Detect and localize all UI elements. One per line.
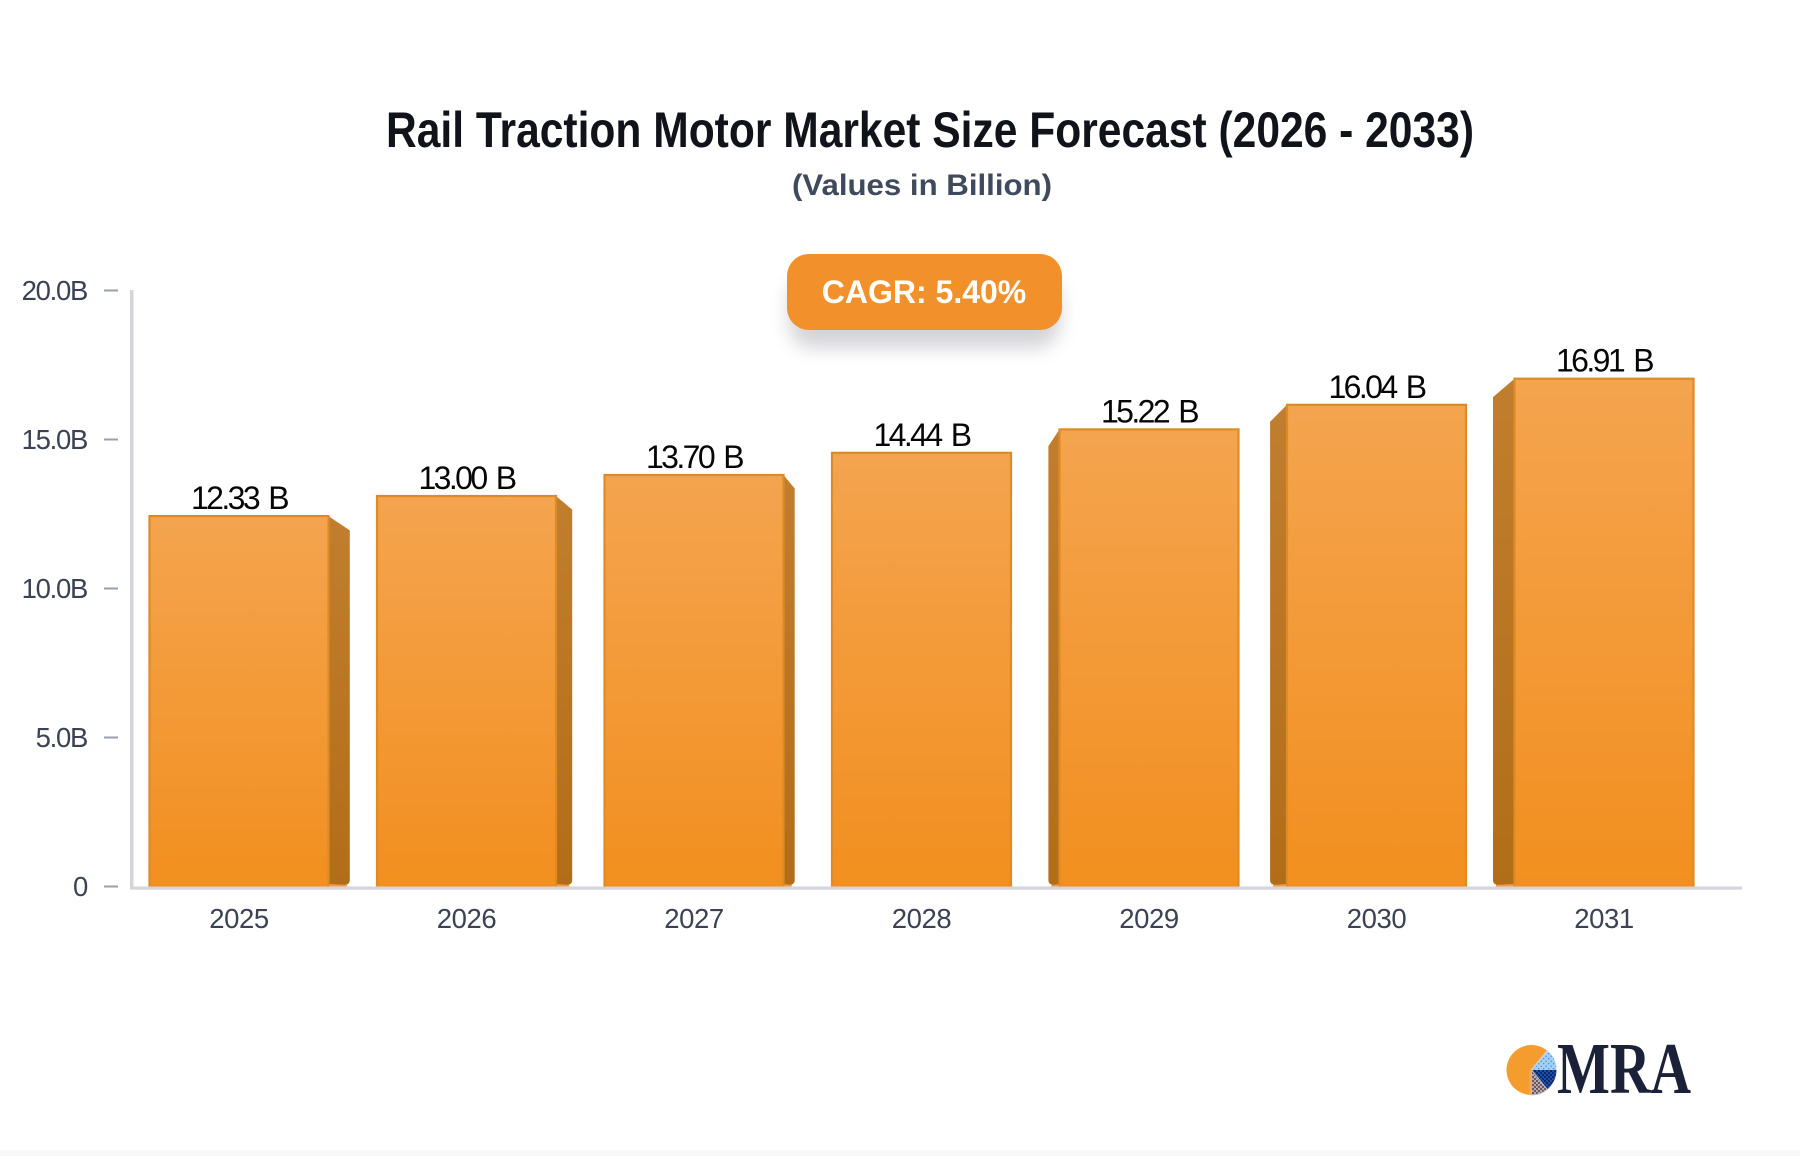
- svg-text:2029: 2029: [1119, 903, 1179, 934]
- svg-text:13.70 B: 13.70 B: [646, 439, 743, 475]
- svg-text:5.0B: 5.0B: [36, 722, 87, 753]
- svg-text:2025: 2025: [209, 903, 269, 934]
- svg-text:2028: 2028: [892, 903, 952, 934]
- svg-text:14.44 B: 14.44 B: [873, 417, 970, 453]
- svg-text:16.04 B: 16.04 B: [1328, 369, 1425, 405]
- svg-text:(Values in Billion): (Values in Billion): [792, 169, 1052, 202]
- svg-text:13.00 B: 13.00 B: [418, 460, 515, 496]
- svg-text:2027: 2027: [664, 903, 724, 934]
- svg-text:CAGR: 5.40%: CAGR: 5.40%: [822, 274, 1027, 310]
- svg-text:MRA: MRA: [1557, 1028, 1691, 1109]
- svg-text:10.0B: 10.0B: [22, 573, 87, 604]
- svg-text:16.91 B: 16.91 B: [1556, 343, 1653, 379]
- svg-text:12.33 B: 12.33 B: [191, 480, 288, 516]
- svg-text:2026: 2026: [437, 903, 497, 934]
- svg-text:2030: 2030: [1347, 903, 1407, 934]
- svg-text:2031: 2031: [1574, 903, 1634, 934]
- svg-text:15.22 B: 15.22 B: [1101, 393, 1198, 429]
- svg-text:0: 0: [73, 871, 88, 902]
- svg-text:Rail Traction Motor Market Siz: Rail Traction Motor Market Size Forecast…: [386, 102, 1474, 158]
- svg-text:15.0B: 15.0B: [22, 424, 87, 455]
- svg-text:20.0B: 20.0B: [22, 275, 87, 306]
